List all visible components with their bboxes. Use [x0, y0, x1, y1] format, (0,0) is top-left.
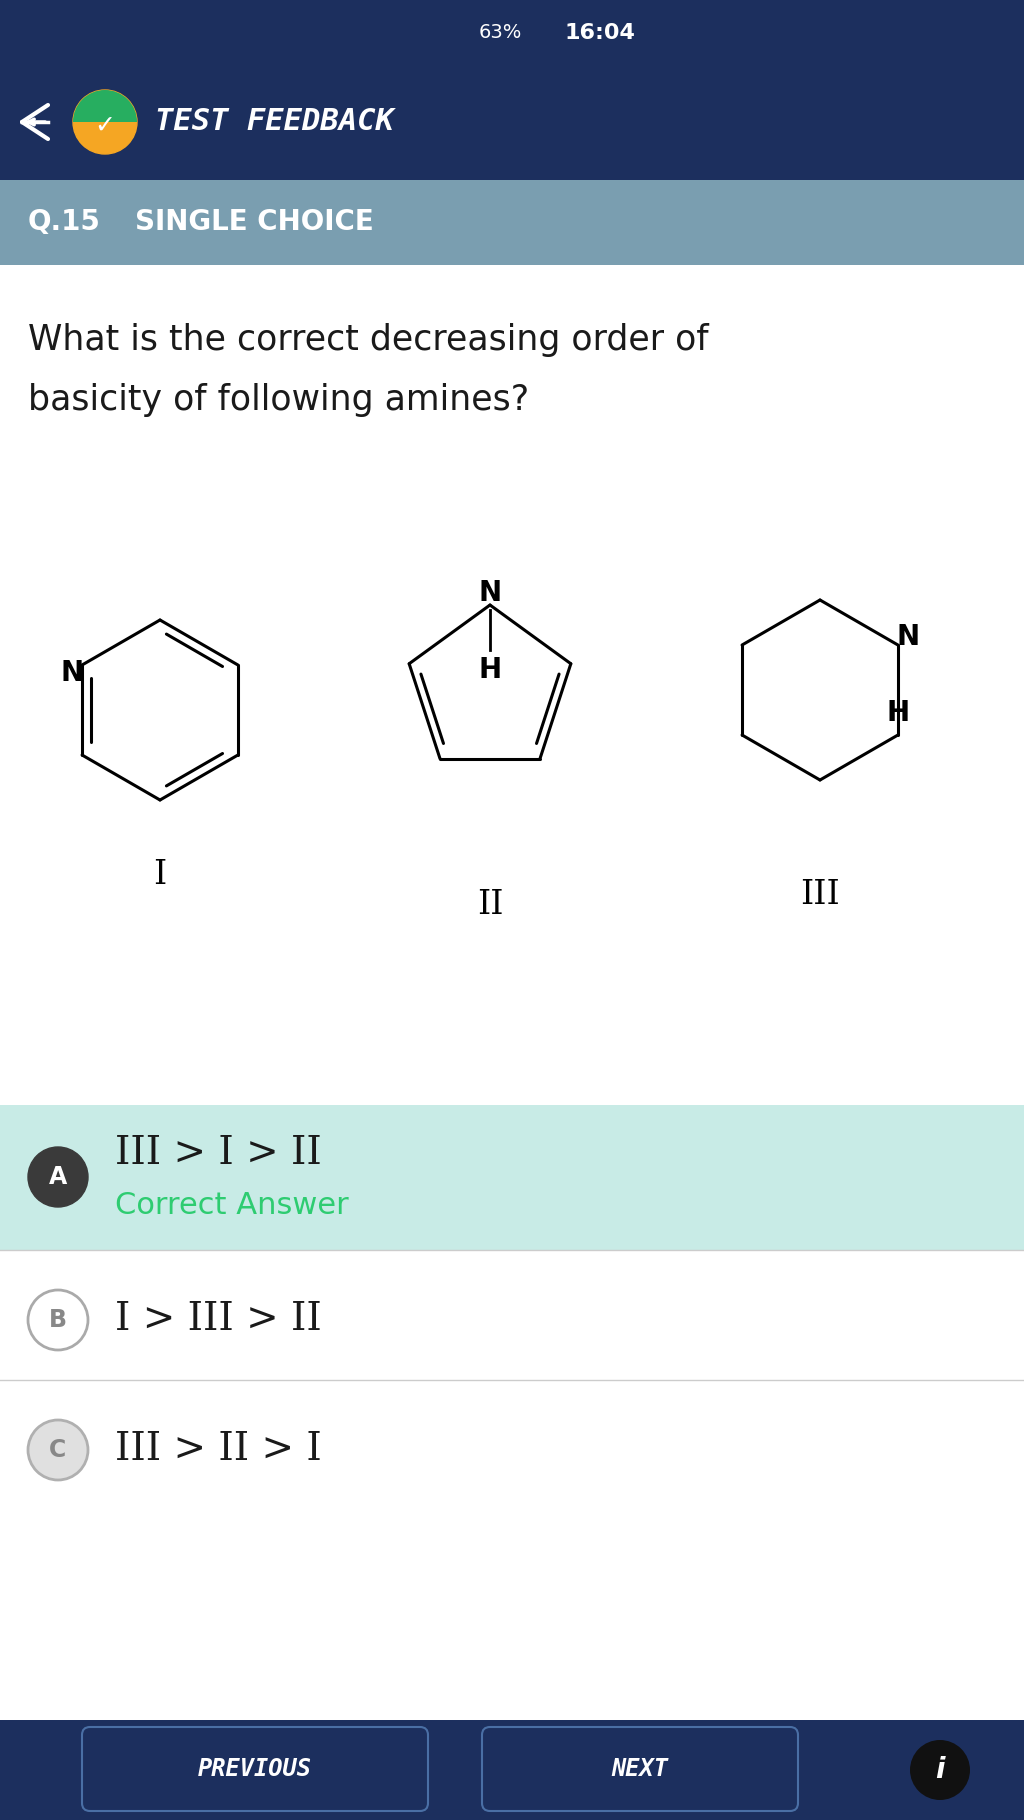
Text: N: N	[60, 659, 84, 686]
Text: I: I	[154, 859, 167, 892]
FancyBboxPatch shape	[0, 1390, 1024, 1511]
Text: III: III	[800, 879, 840, 912]
Text: N: N	[478, 579, 502, 608]
Text: III > II > I: III > II > I	[115, 1432, 322, 1469]
Circle shape	[28, 1147, 88, 1207]
Text: C: C	[49, 1438, 67, 1461]
FancyBboxPatch shape	[482, 1727, 798, 1811]
Text: i: i	[935, 1756, 945, 1784]
Text: A: A	[49, 1165, 68, 1188]
FancyBboxPatch shape	[0, 1720, 1024, 1820]
Text: NEXT: NEXT	[611, 1756, 669, 1782]
Circle shape	[28, 1420, 88, 1480]
Text: H: H	[887, 699, 909, 726]
FancyBboxPatch shape	[0, 1259, 1024, 1380]
Text: II: II	[477, 888, 503, 921]
FancyBboxPatch shape	[0, 1105, 1024, 1250]
FancyBboxPatch shape	[0, 0, 1024, 66]
FancyBboxPatch shape	[0, 266, 1024, 1815]
FancyBboxPatch shape	[0, 180, 1024, 266]
Text: H: H	[478, 655, 502, 684]
Text: TEST FEEDBACK: TEST FEEDBACK	[155, 107, 394, 136]
FancyBboxPatch shape	[0, 66, 1024, 180]
Circle shape	[910, 1740, 970, 1800]
Text: basicity of following amines?: basicity of following amines?	[28, 382, 529, 417]
Text: Correct Answer: Correct Answer	[115, 1190, 349, 1219]
Text: What is the correct decreasing order of: What is the correct decreasing order of	[28, 322, 709, 357]
Text: B: B	[49, 1309, 67, 1332]
Text: 16:04: 16:04	[564, 24, 636, 44]
Text: 63%: 63%	[478, 24, 521, 42]
FancyBboxPatch shape	[82, 1727, 428, 1811]
Text: PREVIOUS: PREVIOUS	[198, 1756, 312, 1782]
Text: I > III > II: I > III > II	[115, 1301, 322, 1338]
Circle shape	[73, 89, 137, 155]
Text: SINGLE CHOICE: SINGLE CHOICE	[135, 207, 374, 237]
Text: Q.15: Q.15	[28, 207, 101, 237]
Text: N: N	[896, 622, 920, 652]
Text: ✓: ✓	[94, 115, 116, 138]
Text: III > I > II: III > I > II	[115, 1134, 322, 1172]
Wedge shape	[73, 89, 137, 122]
